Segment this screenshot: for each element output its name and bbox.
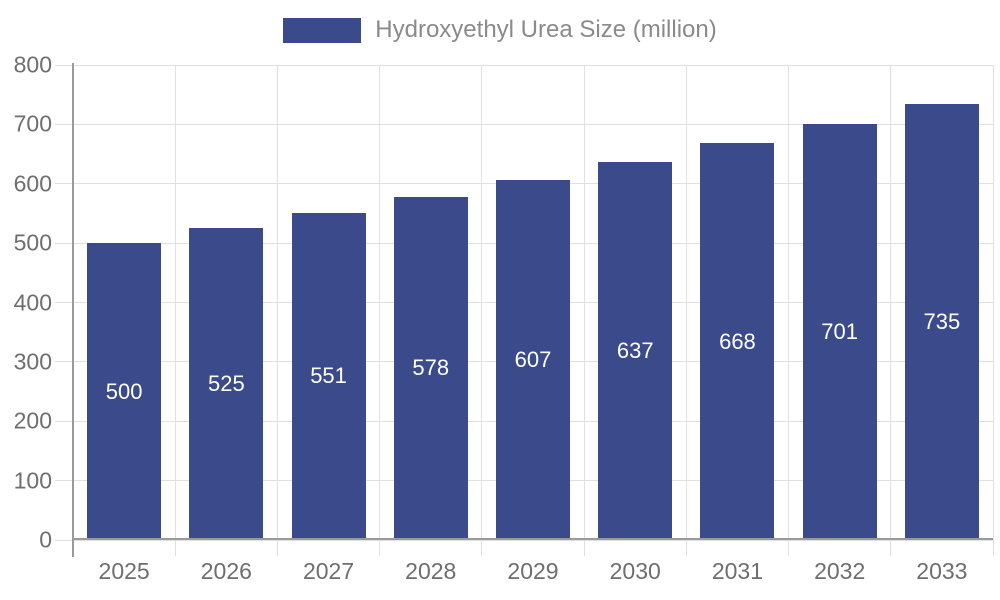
bar-value-label: 637	[616, 337, 654, 363]
gridline-vertical	[685, 65, 687, 556]
x-tick-label: 2031	[711, 558, 764, 584]
x-tick-label: 2030	[609, 558, 661, 584]
gridline-vertical	[481, 65, 483, 556]
x-tick-label: 2029	[507, 558, 559, 584]
bar-value-label: 735	[923, 308, 961, 334]
y-tick-label: 200	[13, 407, 52, 434]
gridline-horizontal	[55, 539, 993, 541]
bar-value-label: 668	[719, 328, 756, 354]
y-tick-label: 400	[13, 289, 52, 315]
legend-label: Hydroxyethyl Urea Size (million)	[375, 16, 717, 43]
bar-2029	[496, 179, 570, 540]
gridline-horizontal	[55, 64, 993, 66]
bar-2033	[904, 103, 979, 540]
y-tick-label: 600	[13, 170, 52, 197]
gridline-vertical	[583, 65, 585, 556]
bar-value-label: 551	[310, 363, 347, 389]
y-tick-label: 700	[13, 110, 52, 137]
y-tick-label: 0	[39, 526, 52, 553]
bar-2025	[87, 243, 162, 540]
bar-value-label: 701	[821, 318, 859, 344]
gridline-vertical	[174, 65, 176, 556]
gridline-horizontal	[55, 123, 993, 125]
bar-2028	[393, 196, 468, 540]
bar-2032	[802, 123, 877, 540]
gridline-vertical	[276, 65, 278, 556]
x-tick-label: 2033	[916, 558, 968, 584]
bar-value-label: 607	[514, 346, 552, 372]
bar-value-label: 578	[412, 355, 450, 381]
bar-2026	[189, 228, 264, 540]
bar-2030	[598, 161, 673, 540]
y-axis-line	[72, 63, 74, 557]
x-tick-label: 2025	[98, 558, 150, 584]
legend-swatch-icon	[283, 17, 362, 43]
chart-legend: Hydroxyethyl Urea Size (million)	[0, 16, 1000, 44]
y-tick-label: 300	[13, 348, 52, 375]
bar-2027	[291, 212, 366, 540]
bar-value-label: 500	[105, 378, 143, 404]
gridline-vertical	[992, 65, 994, 556]
plot-area: 500 525 551 578 607 637 668 701 735	[55, 63, 994, 557]
y-tick-label: 100	[13, 467, 52, 494]
bar-value-label: 525	[207, 371, 245, 397]
x-tick-label: 2026	[200, 558, 252, 584]
y-tick-label: 800	[13, 51, 52, 78]
x-tick-label: 2027	[302, 558, 355, 584]
bar-2031	[700, 143, 775, 540]
x-tick-label: 2028	[405, 558, 457, 584]
y-tick-label: 500	[13, 229, 52, 256]
x-axis-line	[73, 538, 993, 540]
gridline-vertical	[890, 65, 892, 556]
gridline-vertical	[379, 65, 381, 556]
gridline-vertical	[788, 65, 790, 556]
x-tick-label: 2032	[814, 558, 866, 584]
